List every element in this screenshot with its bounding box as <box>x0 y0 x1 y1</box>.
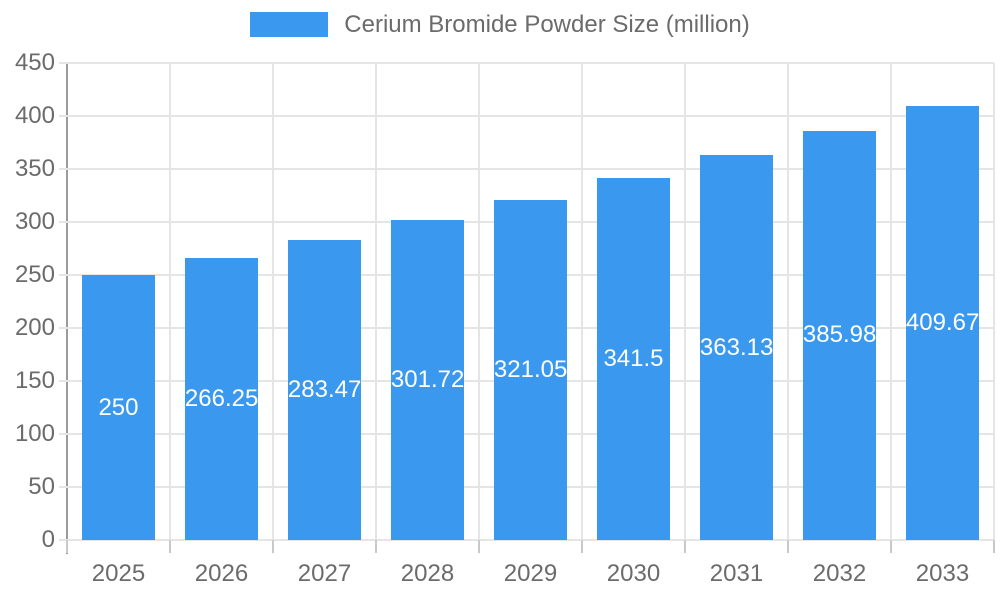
y-axis-tick-label: 200 <box>14 314 55 341</box>
x-axis-tick-label: 2032 <box>812 560 867 587</box>
x-axis-tick <box>168 540 171 553</box>
x-axis-tick <box>787 540 789 553</box>
x-axis-tick-label: 2030 <box>606 560 661 587</box>
y-axis-tick-label: 100 <box>14 420 55 447</box>
y-axis-tick-label: 350 <box>14 155 55 182</box>
bar-value-label: 283.47 <box>287 375 362 403</box>
x-axis-tick-label: 2031 <box>709 560 764 587</box>
bar[interactable]: 301.72 <box>390 220 465 540</box>
h-gridline <box>59 167 994 170</box>
bar-value-label: 385.98 <box>802 321 877 349</box>
v-gridline <box>168 63 171 540</box>
x-axis-tick-label: 2026 <box>194 560 249 587</box>
bar-value-label: 266.25 <box>184 384 259 412</box>
y-axis-line <box>66 63 68 554</box>
v-gridline <box>374 63 377 540</box>
x-axis-tick-label: 2033 <box>915 560 970 587</box>
bar-value-label: 363.13 <box>699 333 774 361</box>
bar[interactable]: 409.67 <box>905 105 980 540</box>
x-axis-tick <box>683 540 686 553</box>
v-gridline <box>993 63 995 540</box>
y-axis-tick-label: 450 <box>14 49 55 76</box>
bar[interactable]: 266.25 <box>184 257 259 540</box>
chart-legend[interactable]: Cerium Bromide Powder Size (million) <box>0 12 1000 37</box>
bar-value-label: 250 <box>98 393 139 421</box>
x-axis-tick <box>889 540 892 553</box>
y-axis-labels: 0 50 100 150 200 250 300 350 400 450 <box>0 50 55 553</box>
x-axis-tick-label: 2027 <box>297 560 352 587</box>
x-axis-tick <box>477 540 480 553</box>
bar[interactable]: 385.98 <box>802 130 877 540</box>
bar[interactable]: 363.13 <box>699 155 774 540</box>
v-gridline <box>889 63 892 540</box>
v-gridline <box>683 63 686 540</box>
y-axis-tick-label: 0 <box>41 526 55 553</box>
plot-area: 250 266.25 283.47 301.72 321.05 341.5 363.13 38… <box>59 62 995 541</box>
bar[interactable]: 341.5 <box>596 178 671 540</box>
h-gridline <box>59 114 994 117</box>
bar-value-label: 301.72 <box>390 366 465 394</box>
x-axis-tick <box>271 540 274 553</box>
bar[interactable]: 321.05 <box>493 199 568 540</box>
legend-label: Cerium Bromide Powder Size (million) <box>344 11 750 38</box>
y-axis-tick-label: 300 <box>14 208 55 235</box>
y-axis-tick-label: 400 <box>14 102 55 129</box>
bar[interactable]: 250 <box>81 275 156 540</box>
h-gridline <box>59 62 994 64</box>
v-gridline <box>477 63 480 540</box>
x-axis-labels: 2025 2026 2027 2028 2029 2030 2031 2032 2033 <box>66 540 995 600</box>
y-axis-tick-label: 150 <box>14 367 55 394</box>
x-axis-tick <box>374 540 377 553</box>
x-axis-tick <box>66 540 68 553</box>
legend-swatch <box>250 12 329 37</box>
x-axis-tick-label: 2025 <box>91 560 146 587</box>
bar-value-label: 341.5 <box>603 345 664 372</box>
v-gridline <box>787 63 789 540</box>
h-gridline <box>59 539 994 541</box>
x-axis-tick <box>581 540 583 553</box>
bar[interactable]: 283.47 <box>287 239 362 540</box>
bar-value-label: 409.67 <box>905 308 980 336</box>
v-gridline <box>581 63 583 540</box>
y-axis-tick-label: 50 <box>28 473 55 500</box>
bar-value-label: 321.05 <box>493 355 568 383</box>
y-axis-tick-label: 250 <box>14 261 55 288</box>
x-axis-tick-label: 2028 <box>400 560 455 587</box>
x-axis-tick-label: 2029 <box>503 560 558 587</box>
v-gridline <box>271 63 274 540</box>
x-axis-tick <box>993 540 995 553</box>
